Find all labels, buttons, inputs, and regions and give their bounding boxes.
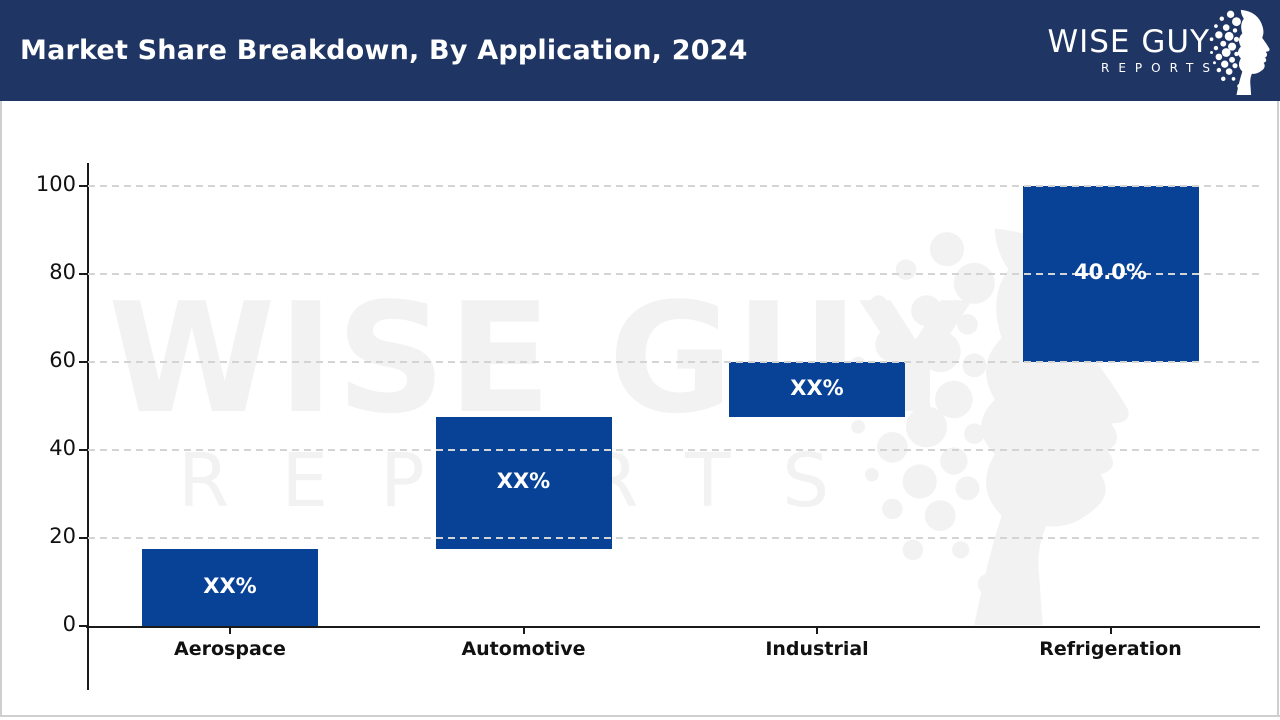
x-tick-mark	[229, 627, 231, 634]
x-category-label: Industrial	[765, 638, 869, 660]
y-tick-label: 40	[49, 436, 76, 460]
y-tick-mark	[79, 185, 88, 187]
bottom-border	[0, 715, 1280, 717]
bar-value-label: XX%	[203, 573, 257, 598]
logo-text: WISE GUY REPORTS	[1047, 26, 1210, 76]
bar-value-label: 40.0%	[1074, 260, 1147, 284]
bar-value-label: XX%	[496, 469, 551, 493]
bar-aerospace	[142, 549, 318, 626]
logo-wordmark: WISE GUY	[1047, 23, 1210, 60]
x-tick-mark	[522, 627, 525, 634]
y-tick-mark	[79, 537, 88, 539]
y-axis-line	[87, 163, 89, 690]
y-tick-mark	[79, 361, 88, 363]
y-tick-label: 100	[35, 172, 76, 196]
x-axis-line	[86, 626, 1260, 628]
gridline-40	[88, 449, 1260, 451]
x-tick-mark	[1109, 627, 1112, 634]
y-tick-label: 60	[49, 348, 76, 372]
bar-industrial	[729, 362, 905, 417]
y-tick-mark	[79, 273, 88, 275]
bar-automotive	[435, 417, 612, 549]
plot-area: 0 20 40 60 80 100 XX% Aerospace XX% Automotive XX%…	[0, 101, 1280, 720]
right-border	[1277, 101, 1279, 716]
x-category-label: Automotive	[461, 638, 586, 660]
y-tick-mark	[79, 449, 88, 451]
bar-value-label: XX%	[790, 375, 844, 400]
x-category-label: Refrigeration	[1039, 638, 1182, 660]
y-tick-mark	[79, 625, 88, 627]
x-category-label: Aerospace	[174, 638, 286, 660]
gridline-80	[88, 273, 1260, 275]
logo-subtext: REPORTS	[1100, 61, 1219, 76]
left-border	[0, 101, 2, 716]
x-tick-mark	[816, 627, 818, 634]
gridline-60	[88, 361, 1260, 363]
y-tick-label: 80	[49, 260, 76, 284]
y-tick-label: 0	[62, 612, 76, 636]
header-bar: Market Share Breakdown, By Application, …	[0, 0, 1280, 101]
gridline-100	[88, 185, 1260, 187]
wise-guy-head-icon	[1209, 9, 1270, 95]
wise-guy-logo: WISE GUY REPORTS	[1047, 7, 1280, 95]
page-title: Market Share Breakdown, By Application, …	[20, 35, 748, 66]
y-tick-label: 20	[49, 524, 76, 548]
gridline-20	[88, 537, 1260, 539]
